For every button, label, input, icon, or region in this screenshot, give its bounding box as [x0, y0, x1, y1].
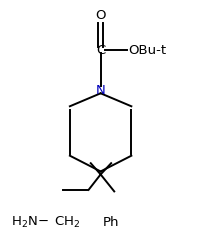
Text: OBu-t: OBu-t [128, 44, 166, 57]
Text: H$_2$N$-$: H$_2$N$-$ [11, 214, 48, 230]
Text: Ph: Ph [103, 216, 119, 228]
Text: C: C [96, 44, 105, 57]
Text: N: N [96, 84, 105, 97]
Text: O: O [95, 9, 106, 22]
Text: CH$_2$: CH$_2$ [55, 214, 81, 230]
